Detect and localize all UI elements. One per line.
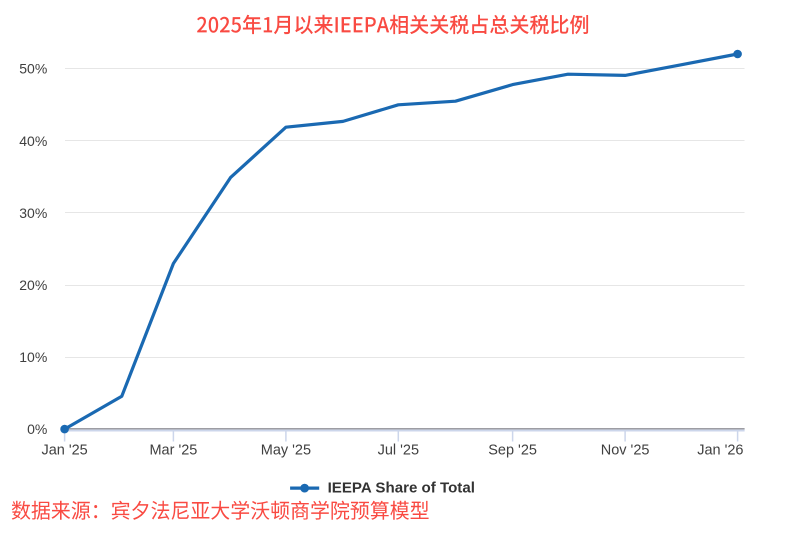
svg-text:Mar '25: Mar '25: [149, 442, 197, 458]
svg-text:Jan '25: Jan '25: [41, 442, 87, 458]
svg-text:40%: 40%: [19, 133, 47, 149]
svg-text:20%: 20%: [19, 277, 47, 293]
svg-text:May '25: May '25: [261, 442, 311, 458]
svg-text:10%: 10%: [19, 349, 47, 365]
svg-text:0%: 0%: [27, 421, 47, 437]
svg-text:Jul '25: Jul '25: [378, 442, 419, 458]
svg-text:IEEPA Share of Total: IEEPA Share of Total: [328, 480, 475, 497]
svg-text:Nov '25: Nov '25: [601, 442, 650, 458]
svg-text:30%: 30%: [19, 205, 47, 221]
svg-text:50%: 50%: [19, 61, 47, 77]
svg-text:Jan '26: Jan '26: [697, 442, 743, 458]
svg-text:Sep '25: Sep '25: [488, 442, 537, 458]
